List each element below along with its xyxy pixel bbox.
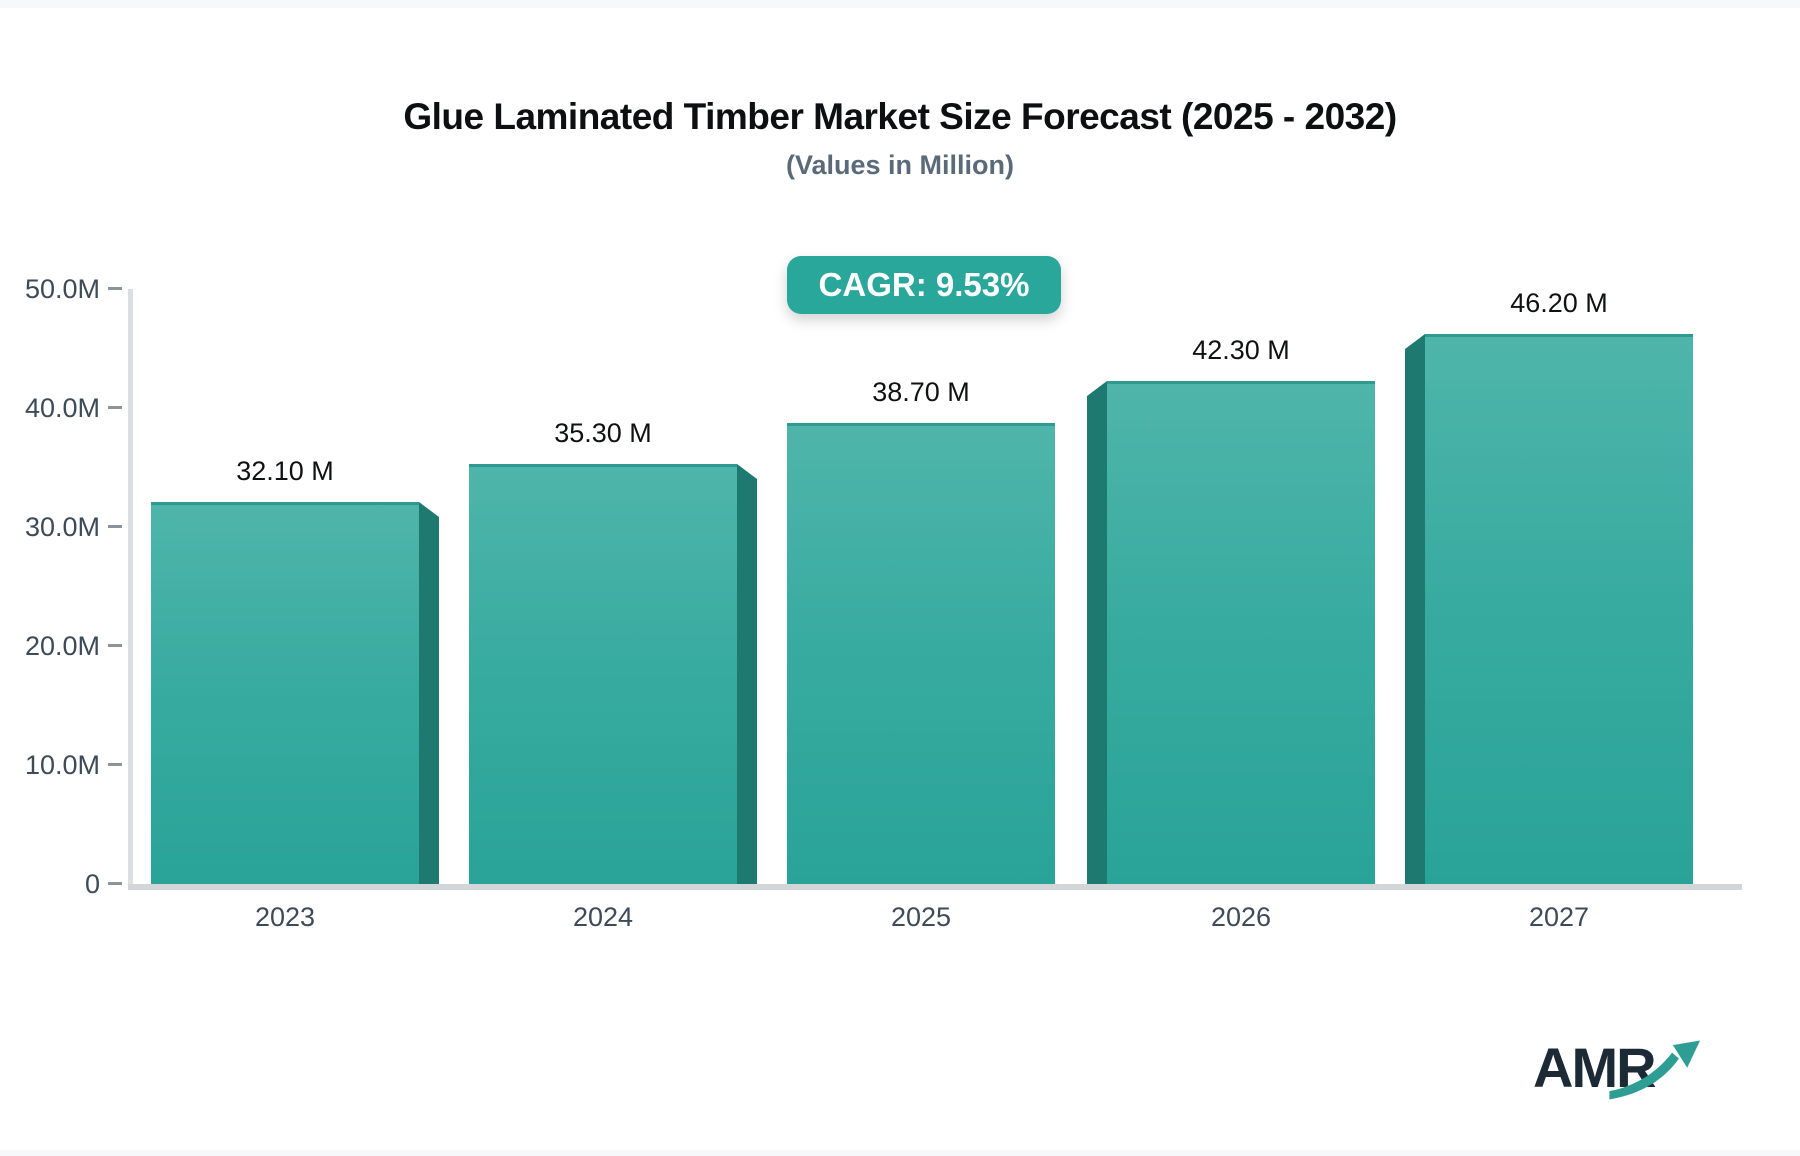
y-axis-tick-label: 20.0M	[24, 631, 100, 661]
y-axis-tick-label: 50.0M	[24, 274, 100, 304]
y-axis-line	[128, 289, 133, 884]
bar-side-face	[737, 464, 757, 884]
cagr-badge: CAGR: 9.53%	[787, 256, 1061, 314]
y-axis-tick-mark	[108, 882, 122, 885]
y-axis-tick-label: 30.0M	[24, 512, 100, 542]
y-axis-tick-label: 40.0M	[24, 393, 100, 423]
growth-arrow-icon	[1609, 1040, 1701, 1100]
bar-value-label: 35.30 M	[554, 418, 652, 448]
x-axis-baseline	[128, 884, 1742, 890]
bar-2024	[469, 464, 737, 884]
bar-value-label: 38.70 M	[872, 377, 970, 407]
chart-title: Glue Laminated Timber Market Size Foreca…	[403, 96, 1397, 137]
y-axis-tick-label: 10.0M	[24, 750, 100, 780]
y-axis-tick-mark	[108, 406, 122, 409]
bar-2025	[787, 423, 1055, 884]
y-axis-tick-label: 0	[84, 869, 100, 899]
page-edge-bottom	[0, 1150, 1800, 1156]
x-axis-label-2023: 2023	[254, 902, 316, 932]
bar-value-label: 46.20 M	[1510, 288, 1608, 318]
chart-subtitle: (Values in Million)	[785, 150, 1015, 180]
y-axis-tick-mark	[108, 644, 122, 647]
x-axis-label-2024: 2024	[572, 902, 634, 932]
y-axis-tick-mark	[108, 287, 122, 290]
x-axis-label-2026: 2026	[1210, 902, 1272, 932]
bar-2027	[1425, 334, 1693, 884]
bar-side-face	[1087, 381, 1107, 884]
amr-logo: AMR	[1533, 1040, 1701, 1100]
x-axis-label-2025: 2025	[890, 902, 952, 932]
bar-side-face	[1405, 334, 1425, 884]
y-axis-tick-mark	[108, 763, 122, 766]
bar-value-label: 42.30 M	[1192, 335, 1290, 365]
bar-value-label: 32.10 M	[236, 456, 334, 486]
bar-2023	[151, 502, 419, 884]
y-axis-tick-mark	[108, 525, 122, 528]
x-axis-label-2027: 2027	[1528, 902, 1590, 932]
page-edge-top	[0, 0, 1800, 8]
bar-side-face	[419, 502, 439, 884]
bar-2026	[1107, 381, 1375, 884]
